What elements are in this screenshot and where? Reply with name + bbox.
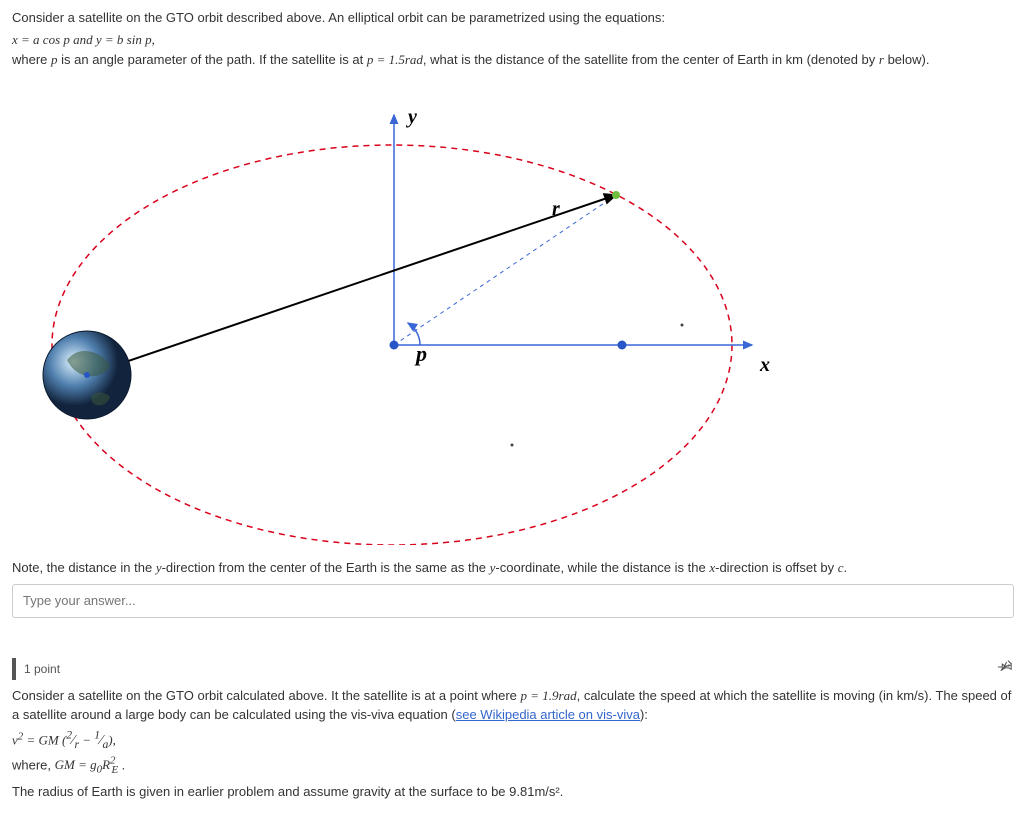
- svg-text:r: r: [552, 198, 560, 220]
- note-d: -direction is offset by: [715, 560, 838, 575]
- points-badge: 1 point: [12, 658, 68, 680]
- q2-intro: Consider a satellite on the GTO orbit ca…: [12, 686, 1014, 725]
- q1-where-line: where p is an angle parameter of the pat…: [12, 50, 1014, 70]
- pin-icon[interactable]: [998, 658, 1014, 679]
- q1-where-tail: , what is the distance of the satellite …: [423, 52, 879, 67]
- orbit-svg: y x r p: [12, 75, 812, 545]
- note-b: -direction from the center of the Earth …: [162, 560, 490, 575]
- q2-intro-a: Consider a satellite on the GTO orbit ca…: [12, 688, 521, 703]
- q1-answer-input[interactable]: [12, 584, 1014, 618]
- q2-tail: The radius of Earth is given in earlier …: [12, 782, 1014, 802]
- q2-intro-c: ):: [640, 707, 648, 722]
- q1-note: Note, the distance in the y-direction fr…: [12, 558, 1014, 578]
- q2-equation-1: v2 = GM (2⁄r − 1⁄a),: [12, 729, 1014, 751]
- svg-text:x: x: [759, 354, 770, 376]
- q2-eq2-prefix: where,: [12, 757, 55, 772]
- q2-header-row: 1 point: [12, 658, 1014, 680]
- vis-viva-link[interactable]: see Wikipedia article on vis-viva: [456, 707, 640, 722]
- q1-where-prefix: where: [12, 52, 51, 67]
- q1-p-value: p = 1.5rad: [367, 52, 423, 67]
- q1-equation: x = a cos p and y = b sin p,: [12, 32, 1014, 48]
- svg-text:p: p: [414, 341, 427, 366]
- note-c: -coordinate, while the distance is the: [495, 560, 709, 575]
- q1-eq-text: x = a cos p and y = b sin p,: [12, 32, 155, 47]
- orbit-diagram: y x r p: [12, 75, 1014, 548]
- note-a: Note, the distance in the: [12, 560, 156, 575]
- q2-equation-2: where, GM = g0R2E .: [12, 753, 1014, 778]
- q1-where-end: below).: [884, 52, 930, 67]
- svg-text:y: y: [406, 106, 417, 128]
- q1-intro: Consider a satellite on the GTO orbit de…: [12, 8, 1014, 28]
- note-e: .: [843, 560, 847, 575]
- q1-where-rest: is an angle parameter of the path. If th…: [58, 52, 367, 67]
- q2-p-value: p = 1.9rad: [521, 688, 577, 703]
